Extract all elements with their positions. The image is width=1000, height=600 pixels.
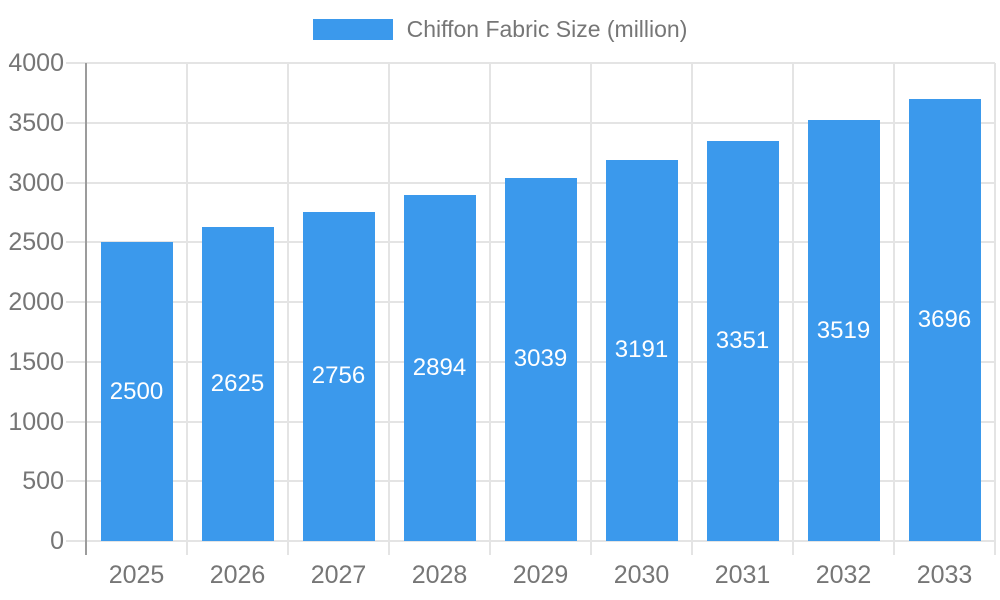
legend-label: Chiffon Fabric Size (million) xyxy=(406,16,688,42)
x-tick-label: 2030 xyxy=(613,561,670,589)
bar[interactable] xyxy=(807,120,880,541)
y-tick-label: 1000 xyxy=(8,407,64,436)
bar-value-label: 3191 xyxy=(614,336,669,364)
bar[interactable] xyxy=(302,211,375,541)
bar[interactable] xyxy=(100,242,173,541)
bar[interactable] xyxy=(605,159,678,541)
y-gridline xyxy=(86,121,995,124)
x-tick-label: 2031 xyxy=(714,561,771,589)
y-tick-label: 2000 xyxy=(8,288,64,316)
y-tick-label: 3000 xyxy=(8,168,64,197)
bar[interactable] xyxy=(201,227,274,541)
x-gridline xyxy=(691,63,693,555)
bar-value-label: 2500 xyxy=(109,377,164,405)
y-axis-line xyxy=(85,63,87,555)
legend[interactable]: Chiffon Fabric Size (million) xyxy=(0,14,1000,44)
legend-swatch xyxy=(312,18,393,40)
y-tick xyxy=(66,480,86,483)
y-tick xyxy=(66,121,86,124)
x-gridline xyxy=(792,63,794,555)
y-tick-label: 2500 xyxy=(8,228,64,257)
y-tick xyxy=(66,360,86,363)
bar-value-label: 3351 xyxy=(715,326,770,354)
x-tick-label: 2028 xyxy=(411,561,468,589)
x-tick-label: 2026 xyxy=(209,561,266,589)
y-gridline xyxy=(86,540,995,542)
bar[interactable] xyxy=(706,140,779,541)
x-tick-label: 2027 xyxy=(310,561,367,589)
bar-value-label: 2625 xyxy=(210,370,265,398)
y-tick xyxy=(66,62,86,64)
x-gridline xyxy=(994,63,996,555)
y-tick xyxy=(66,420,86,423)
y-tick-label: 500 xyxy=(22,467,64,496)
x-gridline xyxy=(287,63,289,555)
x-gridline xyxy=(893,63,895,555)
y-tick-label: 0 xyxy=(50,527,64,555)
bar[interactable] xyxy=(504,177,577,541)
bar-value-label: 2756 xyxy=(311,362,366,390)
x-tick-label: 2025 xyxy=(108,561,165,589)
x-tick-label: 2029 xyxy=(512,561,569,589)
x-gridline xyxy=(489,63,491,555)
y-tick-label: 3500 xyxy=(8,108,64,137)
x-gridline xyxy=(388,63,390,555)
bar-value-label: 3039 xyxy=(513,345,568,373)
y-tick-label: 1500 xyxy=(8,347,64,376)
bar[interactable] xyxy=(403,195,476,541)
x-tick-label: 2033 xyxy=(916,561,973,589)
x-gridline xyxy=(590,63,592,555)
y-gridline xyxy=(86,62,995,64)
bar-value-label: 3696 xyxy=(917,306,972,334)
y-tick xyxy=(66,241,86,244)
x-tick-label: 2032 xyxy=(815,561,872,589)
y-tick xyxy=(66,301,86,303)
bar-value-label: 2894 xyxy=(412,354,467,382)
x-gridline xyxy=(186,63,188,555)
y-tick-label: 4000 xyxy=(8,49,64,77)
bar[interactable] xyxy=(908,99,981,541)
y-tick xyxy=(66,181,86,184)
y-tick xyxy=(66,540,86,542)
bar-value-label: 3519 xyxy=(816,316,871,344)
